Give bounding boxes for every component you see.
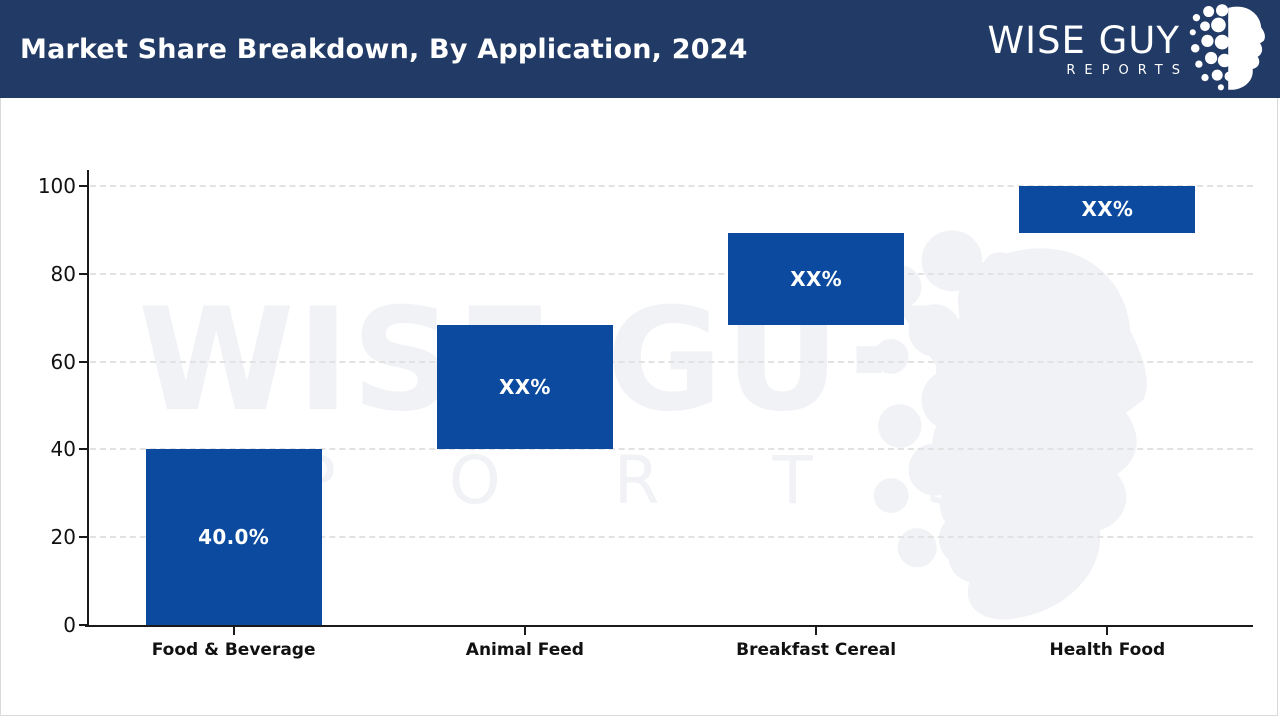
y-tick-label: 60 [50,349,76,374]
head-profile-logo-icon [1184,3,1270,95]
watermark-reports-text: P O R T S [296,442,1014,519]
y-tick-mark [79,536,88,539]
bar-value-label: XX% [498,375,551,400]
header-bar: Market Share Breakdown, By Application, … [0,0,1280,98]
x-category-label: Animal Feed [465,640,584,660]
bar-value-label: XX% [790,267,843,292]
page-title: Market Share Breakdown, By Application, … [20,33,748,65]
y-tick-label: 20 [50,525,76,550]
y-tick-label: 0 [63,613,76,637]
logo-subtitle: REPORTS [1066,62,1189,78]
x-tick-mark [815,627,818,635]
y-tick-mark [79,448,88,451]
y-tick-label: 80 [50,261,76,286]
x-category-label: Health Food [1049,640,1166,660]
gridline-100 [90,185,1253,187]
gridline-20 [90,536,1253,539]
y-tick-mark [79,185,88,187]
y-tick-label: 100 [37,174,76,198]
logo-name: WISE GUY [987,18,1180,62]
y-tick-label: 40 [50,437,76,462]
y-axis-spine [87,170,89,627]
bar-health-food: XX% [1019,186,1196,233]
x-tick-mark [1106,627,1109,635]
wise-guy-logo: WISE GUY REPORTS [988,3,1280,95]
bar-animal-feed: XX% [436,325,613,450]
bar-food-beverage: 40.0% [145,449,322,625]
x-category-label: Food & Beverage [151,640,316,660]
bar-value-label: 40.0% [198,525,270,550]
watermark-head-profile-icon [856,226,1161,630]
x-axis-spine [85,625,1253,627]
gridline-80 [90,272,1253,275]
logo-text: WISE GUY REPORTS [987,18,1181,77]
bar-breakfast-cereal: XX% [728,232,905,326]
x-tick-mark [232,627,235,635]
y-tick-mark [79,272,88,275]
x-tick-mark [523,627,526,635]
y-tick-mark [79,624,88,626]
x-category-label: Breakfast Cereal [736,640,897,660]
gridline-60 [90,360,1253,363]
bar-value-label: XX% [1081,197,1134,222]
gridline-40 [90,448,1253,451]
y-tick-mark [79,360,88,363]
